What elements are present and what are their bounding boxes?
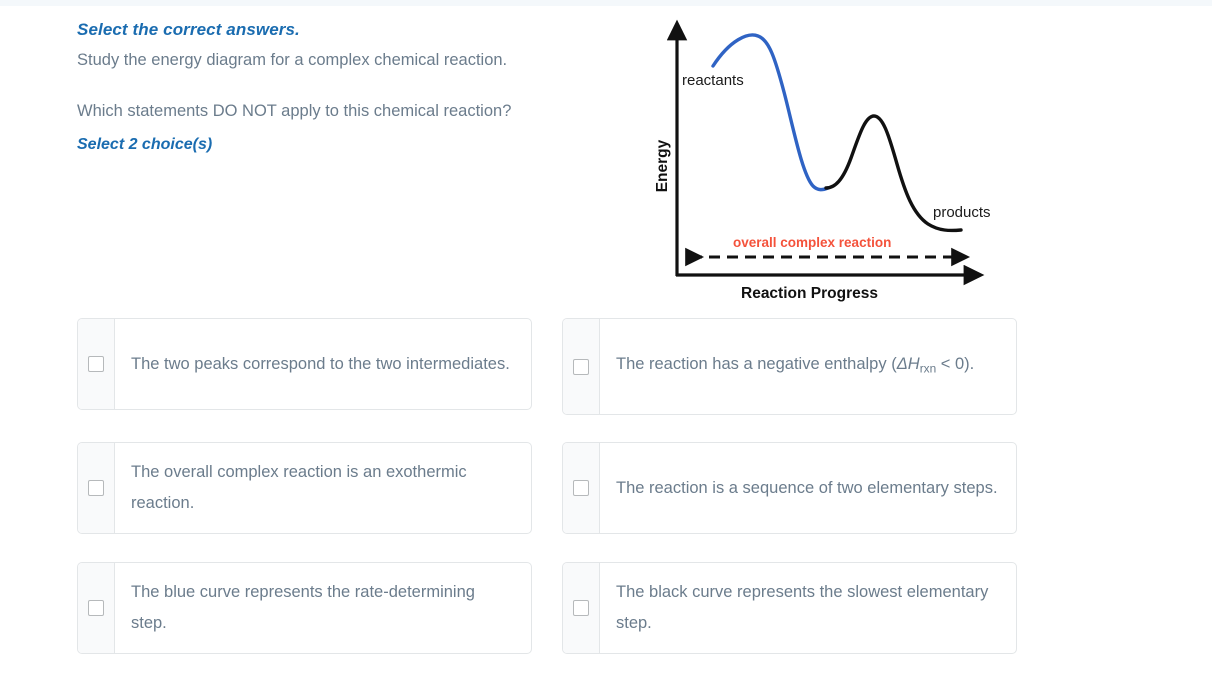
prompt-heading: Select the correct answers. (77, 20, 300, 39)
y-axis-label: Energy (654, 139, 671, 192)
checkbox-icon[interactable] (88, 356, 104, 372)
choice-4-text-wrapper: The reaction is a sequence of two elemen… (600, 443, 1016, 533)
prompt-spacer (77, 73, 637, 99)
energy-diagram-svg: reactants products overall complex react… (654, 19, 991, 302)
choice-6-checkbox-cell[interactable] (563, 563, 600, 653)
choice-2-comparison: < 0). (936, 354, 975, 373)
checkbox-icon[interactable] (573, 480, 589, 496)
choice-option-1[interactable]: The two peaks correspond to the two inte… (77, 318, 532, 410)
choice-1-label: The two peaks correspond to the two inte… (131, 354, 510, 373)
choice-3-checkbox-cell[interactable] (78, 443, 115, 533)
overall-complex-reaction-label: overall complex reaction (733, 235, 891, 250)
choice-5-label: The blue curve represents the rate-deter… (131, 583, 475, 632)
blue-curve-step-one (711, 33, 830, 192)
prompt-instruction-line: Study the energy diagram for a complex c… (77, 51, 508, 69)
choice-2-label: The reaction has a negative enthalpy (ΔH… (616, 349, 974, 384)
black-curve-step-two (824, 114, 963, 233)
choice-option-2[interactable]: The reaction has a negative enthalpy (ΔH… (562, 318, 1017, 415)
top-decorative-band (0, 0, 1212, 6)
choice-option-6[interactable]: The black curve represents the slowest e… (562, 562, 1017, 654)
choice-2-subscript: rxn (919, 361, 937, 376)
choice-option-5[interactable]: The blue curve represents the rate-deter… (77, 562, 532, 654)
choice-6-label: The black curve represents the slowest e… (616, 583, 989, 632)
choice-4-label: The reaction is a sequence of two elemen… (616, 478, 998, 497)
checkbox-icon[interactable] (573, 600, 589, 616)
choice-4-checkbox-cell[interactable] (563, 443, 600, 533)
choice-5-checkbox-cell[interactable] (78, 563, 115, 653)
products-label: products (933, 204, 991, 221)
question-prompt: Select the correct answers. Study the en… (77, 18, 637, 157)
choice-5-text-wrapper: The blue curve represents the rate-deter… (115, 563, 531, 653)
choice-option-4[interactable]: The reaction is a sequence of two elemen… (562, 442, 1017, 534)
choice-1-checkbox-cell[interactable] (78, 319, 115, 409)
checkbox-icon[interactable] (88, 480, 104, 496)
prompt-question-line: Which statements DO NOT apply to this ch… (77, 102, 512, 120)
choice-2-prefix: The reaction has a negative enthalpy (616, 354, 892, 373)
select-count-label: Select 2 choice(s) (77, 136, 213, 153)
choice-2-delta-h: ΔH (896, 354, 920, 373)
choice-6-text-wrapper: The black curve represents the slowest e… (600, 563, 1016, 653)
reactants-label: reactants (682, 72, 744, 89)
choice-3-text-wrapper: The overall complex reaction is an exoth… (115, 443, 531, 533)
checkbox-icon[interactable] (88, 600, 104, 616)
choice-2-text-wrapper: The reaction has a negative enthalpy (ΔH… (600, 319, 1016, 414)
choice-2-checkbox-cell[interactable] (563, 319, 600, 414)
choice-3-label: The overall complex reaction is an exoth… (131, 463, 467, 512)
x-axis-label: Reaction Progress (741, 285, 878, 302)
choice-2-open-paren: ( (891, 354, 897, 373)
choice-1-text-wrapper: The two peaks correspond to the two inte… (115, 319, 531, 409)
checkbox-icon[interactable] (573, 358, 589, 375)
choice-option-3[interactable]: The overall complex reaction is an exoth… (77, 442, 532, 534)
energy-diagram-figure: reactants products overall complex react… (645, 14, 1025, 314)
